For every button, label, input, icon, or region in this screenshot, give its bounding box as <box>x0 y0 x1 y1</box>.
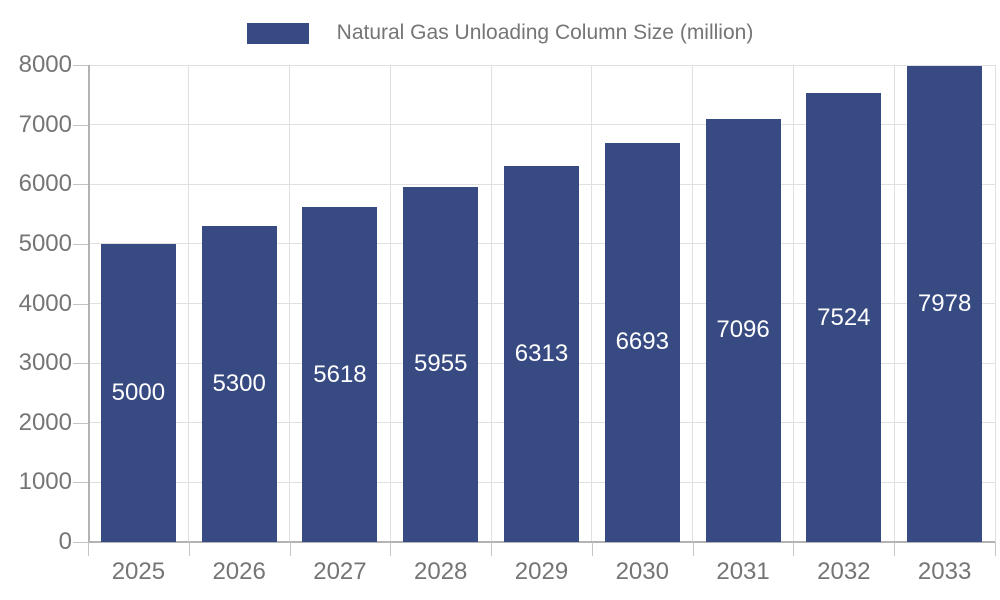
x-axis-tick-label: 2028 <box>414 558 468 585</box>
gridline-vertical <box>490 65 492 542</box>
y-axis-tick <box>73 422 88 424</box>
bar <box>302 207 378 542</box>
y-axis-tick-label: 8000 <box>18 51 72 78</box>
y-axis-tick-label: 0 <box>58 528 72 555</box>
bar-value-label: 5300 <box>212 369 266 397</box>
x-axis-tick <box>793 542 795 556</box>
plot-area: 5000 5300 5618 5955 6313 6693 7096 7524 7978 <box>88 64 996 543</box>
x-axis-tick-label: 2030 <box>615 558 669 585</box>
x-axis-tick-label: 2032 <box>817 558 871 585</box>
x-axis-tick <box>188 542 190 556</box>
bar-value-label: 5000 <box>111 378 166 406</box>
y-axis-tick-label: 7000 <box>18 110 72 138</box>
bar-value-label: 5618 <box>313 360 367 388</box>
x-axis-tick <box>591 542 593 556</box>
x-axis-tick <box>995 542 996 556</box>
bar-value-label: 6313 <box>514 339 569 367</box>
legend-swatch <box>246 22 309 44</box>
y-axis-tick <box>73 363 88 365</box>
y-axis-tick-label: 3000 <box>18 349 72 377</box>
x-axis-tick <box>894 542 896 556</box>
gridline-vertical <box>692 65 694 542</box>
gridline-vertical <box>893 65 895 542</box>
x-axis-tick-label: 2033 <box>917 558 972 585</box>
gridline-vertical <box>591 65 593 542</box>
y-axis-line <box>88 65 90 542</box>
x-axis-tick <box>491 542 493 556</box>
bar <box>100 243 176 542</box>
y-axis-tick-label: 2000 <box>18 408 72 436</box>
bar <box>806 93 882 542</box>
y-axis-tick <box>73 482 88 484</box>
y-axis-tick-label: 4000 <box>18 289 72 317</box>
x-axis-tick <box>692 542 694 556</box>
bar <box>604 142 680 542</box>
x-axis-tick <box>289 542 291 556</box>
x-axis-tick-label: 2029 <box>514 558 569 585</box>
y-axis-tick-label: 1000 <box>18 468 72 496</box>
gridline-vertical <box>188 65 190 542</box>
y-axis-tick <box>73 542 88 543</box>
bar-value-label: 7524 <box>817 303 871 331</box>
bar <box>907 66 983 542</box>
bar-value-label: 6693 <box>615 328 669 356</box>
x-axis-tick-label: 2027 <box>313 558 367 585</box>
gridline-vertical <box>994 65 996 542</box>
y-axis-tick <box>73 65 88 66</box>
bar <box>705 118 781 542</box>
x-axis-tick-label: 2025 <box>111 558 166 585</box>
gridline-vertical <box>389 65 391 542</box>
y-axis-tick <box>73 303 88 305</box>
legend[interactable]: Natural Gas Unloading Column Size (milli… <box>0 18 1000 48</box>
x-axis-tick <box>390 542 392 556</box>
y-axis-tick <box>73 184 88 186</box>
bar-value-label: 5955 <box>414 350 468 378</box>
bar <box>504 165 579 542</box>
y-axis-tick-label: 5000 <box>18 229 72 257</box>
y-axis-tick <box>73 243 88 245</box>
y-axis-tick-label: 6000 <box>18 170 72 198</box>
x-axis-line <box>88 541 995 543</box>
gridline-horizontal <box>88 64 995 66</box>
bar-value-label: 7978 <box>917 290 972 318</box>
x-axis-tick <box>88 542 89 556</box>
x-axis-tick-label: 2031 <box>716 558 770 585</box>
legend-label: Natural Gas Unloading Column Size (milli… <box>336 21 754 44</box>
x-axis-tick-label: 2026 <box>212 558 266 585</box>
bar <box>403 186 479 542</box>
gridline-vertical <box>289 65 291 542</box>
gridline-horizontal <box>88 124 995 126</box>
gridline-vertical <box>792 65 794 542</box>
y-axis-tick <box>73 124 88 126</box>
bar-value-label: 7096 <box>716 316 770 344</box>
bar <box>201 226 277 542</box>
